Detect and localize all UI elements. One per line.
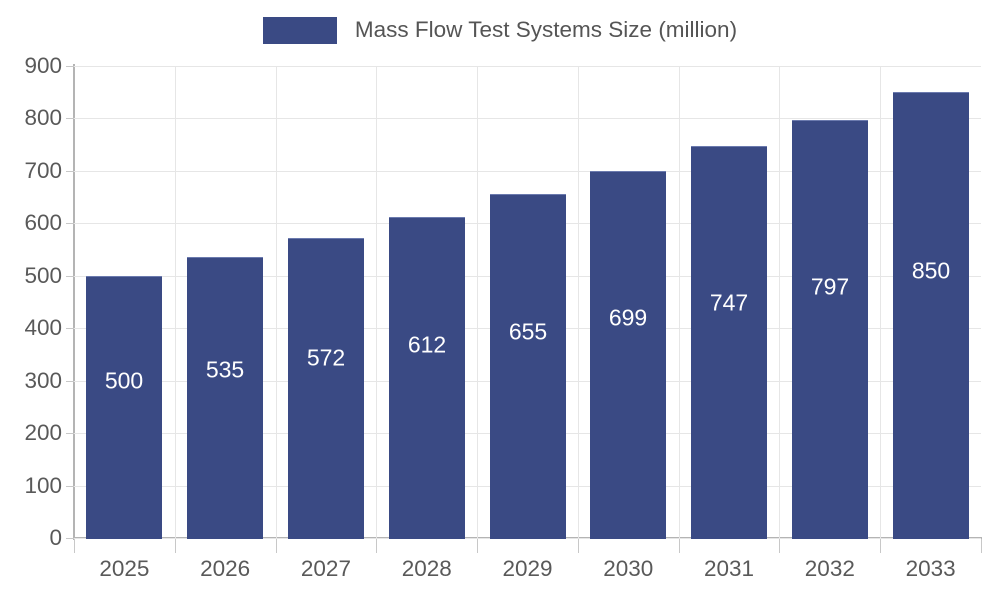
y-axis-tick-label: 700 (24, 157, 62, 183)
plot-area: 500 535 572 612 655 699 747 797 850 (74, 66, 981, 539)
bar[interactable] (288, 238, 364, 539)
x-axis-tick-label: 2033 (905, 556, 956, 581)
y-axis-tick-mark (66, 380, 74, 382)
x-axis-tick-label: 2030 (603, 556, 654, 581)
gridline-vertical (175, 66, 176, 538)
bar[interactable] (590, 171, 666, 539)
x-axis-tick-label: 2027 (300, 556, 351, 581)
x-axis-tick-mark (981, 539, 982, 553)
y-axis-tick-label: 600 (24, 210, 62, 236)
gridline-vertical (477, 66, 478, 538)
gridline-horizontal (74, 118, 981, 120)
y-axis-tick-label: 300 (24, 367, 62, 393)
y-axis-tick-mark (66, 433, 74, 435)
y-axis-tick-mark (66, 485, 74, 487)
y-axis-tick-mark (66, 223, 74, 225)
x-axis-tick-mark (74, 539, 75, 553)
y-axis-tick-label: 400 (24, 314, 62, 340)
x-axis-tick-mark (880, 539, 881, 553)
x-axis-tick-label: 2029 (502, 556, 553, 581)
y-axis-tick-label: 500 (24, 262, 62, 288)
gridline-vertical (779, 66, 780, 538)
x-axis-tick-mark (376, 539, 377, 553)
legend-swatch-icon (262, 16, 337, 44)
x-axis-tick-label: 2031 (704, 556, 755, 581)
gridline-horizontal (74, 66, 981, 67)
y-axis-line (73, 64, 75, 540)
bar[interactable] (893, 92, 969, 539)
gridline-vertical (679, 66, 680, 538)
x-axis-tick-label: 2032 (804, 556, 855, 581)
bar[interactable] (490, 194, 566, 539)
gridline-vertical (276, 66, 277, 538)
x-axis-tick-mark (679, 539, 680, 553)
x-axis-tick-label: 2025 (99, 556, 150, 581)
y-axis-tick-mark (66, 170, 74, 172)
x-axis-tick-mark (779, 539, 780, 553)
y-axis-tick-label: 100 (24, 472, 62, 498)
legend-label: Mass Flow Test Systems Size (million) (354, 16, 738, 42)
y-axis-tick-mark (66, 328, 74, 330)
y-axis-tick-label: 800 (24, 105, 62, 131)
x-axis-tick-mark (578, 539, 579, 553)
y-axis-tick-label: 900 (24, 52, 62, 78)
gridline-vertical (880, 66, 881, 538)
gridline-horizontal (74, 170, 981, 172)
chart-legend: Mass Flow Test Systems Size (million) (0, 10, 1000, 50)
bar[interactable] (187, 257, 263, 539)
x-axis-tick-label: 2028 (401, 556, 452, 581)
bar[interactable] (389, 217, 465, 539)
y-axis-tick-label: 0 (49, 524, 62, 550)
legend-entry[interactable]: Mass Flow Test Systems Size (million) (262, 16, 738, 44)
x-axis-tick-label: 2026 (200, 556, 251, 581)
y-axis-tick-mark (66, 66, 74, 67)
y-axis-tick-mark (66, 538, 74, 539)
x-axis-tick-mark (276, 539, 277, 553)
x-axis-tick-mark (175, 539, 176, 553)
y-axis-tick-mark (66, 275, 74, 277)
gridline-vertical (376, 66, 377, 538)
bar[interactable] (86, 275, 162, 539)
x-axis-tick-mark (477, 539, 478, 553)
bar[interactable] (691, 146, 767, 539)
bar[interactable] (792, 120, 868, 539)
y-axis-tick-mark (66, 118, 74, 120)
gridline-vertical (578, 66, 579, 538)
y-axis-tick-label: 200 (24, 419, 62, 445)
